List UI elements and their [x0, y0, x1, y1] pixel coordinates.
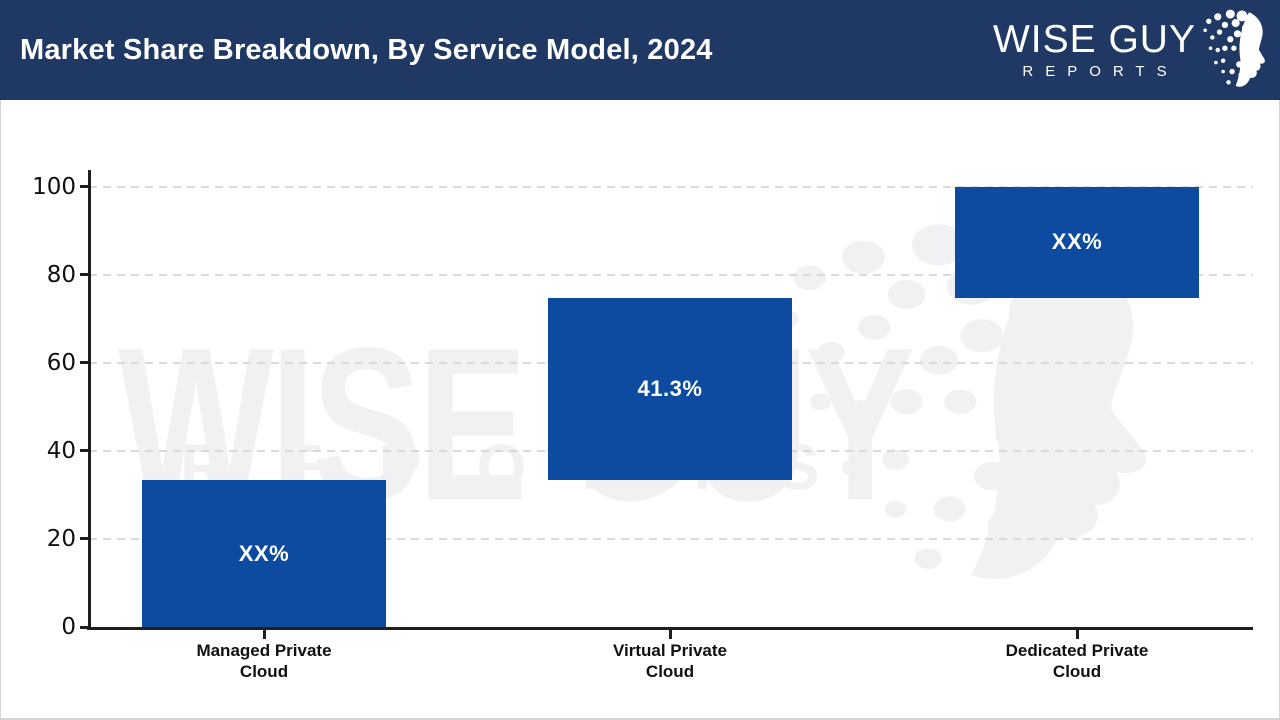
- bar: XX%: [955, 186, 1199, 299]
- x-tick-mark: [1075, 630, 1079, 639]
- y-tick-label: 40: [46, 437, 76, 464]
- chart-area: WISE GUY REPORTS 0 20 40 60 80 100 XX% 41.3% XX%…: [0, 100, 1280, 720]
- x-axis-line: [87, 627, 1253, 630]
- logo-wordmark: WISE GUY: [992, 18, 1196, 61]
- x-tick-mark: [262, 630, 266, 639]
- bar: XX%: [142, 480, 386, 627]
- category-label: Virtual Private Cloud: [612, 641, 728, 681]
- page-title: Market Share Breakdown, By Service Model…: [20, 33, 713, 66]
- header-bar: Market Share Breakdown, By Service Model…: [0, 0, 1280, 100]
- bar-value-label: 41.3%: [637, 376, 703, 402]
- logo-subtitle: REPORTS: [1022, 63, 1179, 80]
- y-tick-mark: [80, 273, 89, 277]
- gridline: [89, 537, 1253, 540]
- y-tick-mark: [80, 625, 89, 629]
- x-tick-mark: [668, 630, 672, 639]
- gridline: [89, 185, 1253, 188]
- y-tick-mark: [80, 361, 89, 365]
- y-tick-label: 80: [46, 261, 76, 288]
- y-tick-label: 60: [46, 349, 76, 376]
- gridline: [89, 273, 1253, 276]
- y-tick-label: 0: [61, 614, 76, 640]
- logo-text: WISE GUY REPORTS: [992, 18, 1196, 81]
- bar-value-label: XX%: [1051, 229, 1103, 255]
- wiseguy-logo: WISE GUY REPORTS: [993, 6, 1268, 94]
- y-tick-label: 100: [32, 173, 76, 200]
- y-tick-mark: [80, 449, 89, 453]
- y-axis-line: [88, 170, 91, 629]
- y-tick-mark: [80, 185, 89, 188]
- category-label: Managed Private Cloud: [196, 641, 332, 681]
- bar: 41.3%: [548, 298, 792, 481]
- logo-head-icon: [1203, 9, 1265, 87]
- bar-value-label: XX%: [238, 540, 290, 566]
- y-tick-mark: [80, 537, 89, 541]
- category-label: Dedicated Private Cloud: [1005, 641, 1149, 681]
- y-tick-label: 20: [46, 525, 76, 552]
